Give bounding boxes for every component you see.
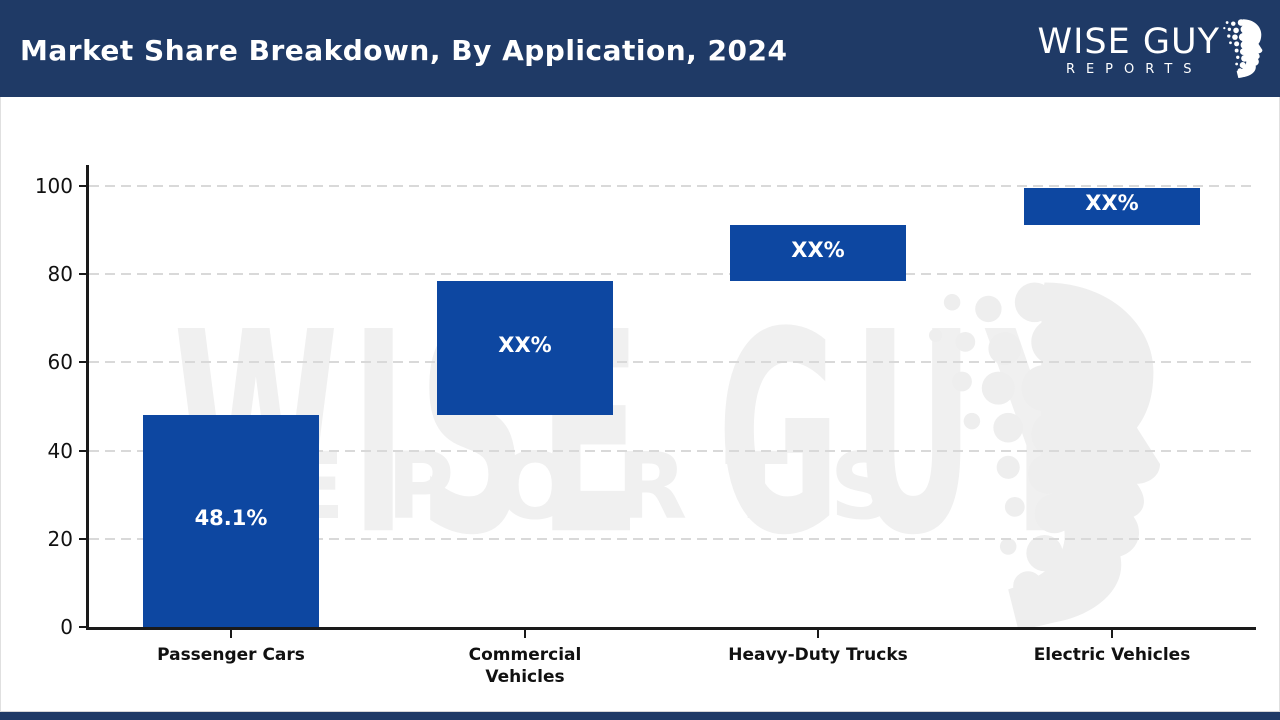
grid-line [89, 361, 1256, 364]
plot-area: 0 20 40 60 80 100 48.1% Passenger Cars XX% Commer… [1, 97, 1279, 711]
y-tick-mark [79, 626, 89, 628]
y-tick-mark [79, 361, 89, 364]
footer-bar [0, 712, 1280, 720]
bar-value-label: XX% [791, 237, 845, 262]
x-category-label: Electric Vehicles [1033, 645, 1191, 665]
bar [730, 224, 906, 281]
bar-value-label: 48.1% [194, 505, 268, 530]
logo-head-icon [1212, 10, 1268, 90]
y-tick-label: 80 [47, 262, 73, 287]
logo-wordmark: WISE GUY [1037, 21, 1220, 62]
y-tick-mark [79, 273, 89, 276]
header-bar: Market Share Breakdown, By Application, … [0, 0, 1280, 97]
grid-line [89, 273, 1256, 276]
logo-text: WISE GUY REPORTS [1037, 23, 1220, 78]
grid-line [89, 449, 1256, 452]
y-tick-mark [79, 449, 89, 452]
y-tick-mark [79, 185, 89, 187]
x-category-label: Heavy-Duty Trucks [728, 645, 908, 665]
wise-guy-logo: WISE GUY REPORTS [1037, 8, 1268, 92]
chart-area: WISE GUY REPORTS 0 20 40 60 80 100 48.1% Passen… [0, 97, 1280, 712]
bar [1024, 187, 1200, 225]
bar-value-label: XX% [498, 332, 552, 357]
grid-line [89, 537, 1256, 540]
y-tick-label: 60 [47, 350, 73, 375]
bar [437, 280, 613, 415]
logo-subtitle: REPORTS [1065, 62, 1203, 78]
x-tick-mark [524, 630, 526, 638]
y-axis-line [86, 165, 89, 630]
bar [143, 414, 319, 627]
y-tick-label: 20 [47, 526, 73, 551]
x-category-label: Commercial Vehicles [468, 645, 582, 688]
x-tick-mark [1111, 630, 1113, 638]
x-category-label: Passenger Cars [157, 645, 305, 665]
grid-line [89, 185, 1256, 187]
x-tick-mark [230, 630, 232, 638]
x-tick-mark [817, 630, 819, 638]
y-tick-label: 0 [60, 615, 73, 639]
y-tick-label: 40 [47, 438, 73, 463]
y-tick-mark [79, 537, 89, 540]
bar-value-label: XX% [1085, 191, 1139, 216]
y-tick-label: 100 [34, 174, 73, 198]
x-axis-line [86, 627, 1256, 630]
page-title: Market Share Breakdown, By Application, … [20, 34, 788, 67]
